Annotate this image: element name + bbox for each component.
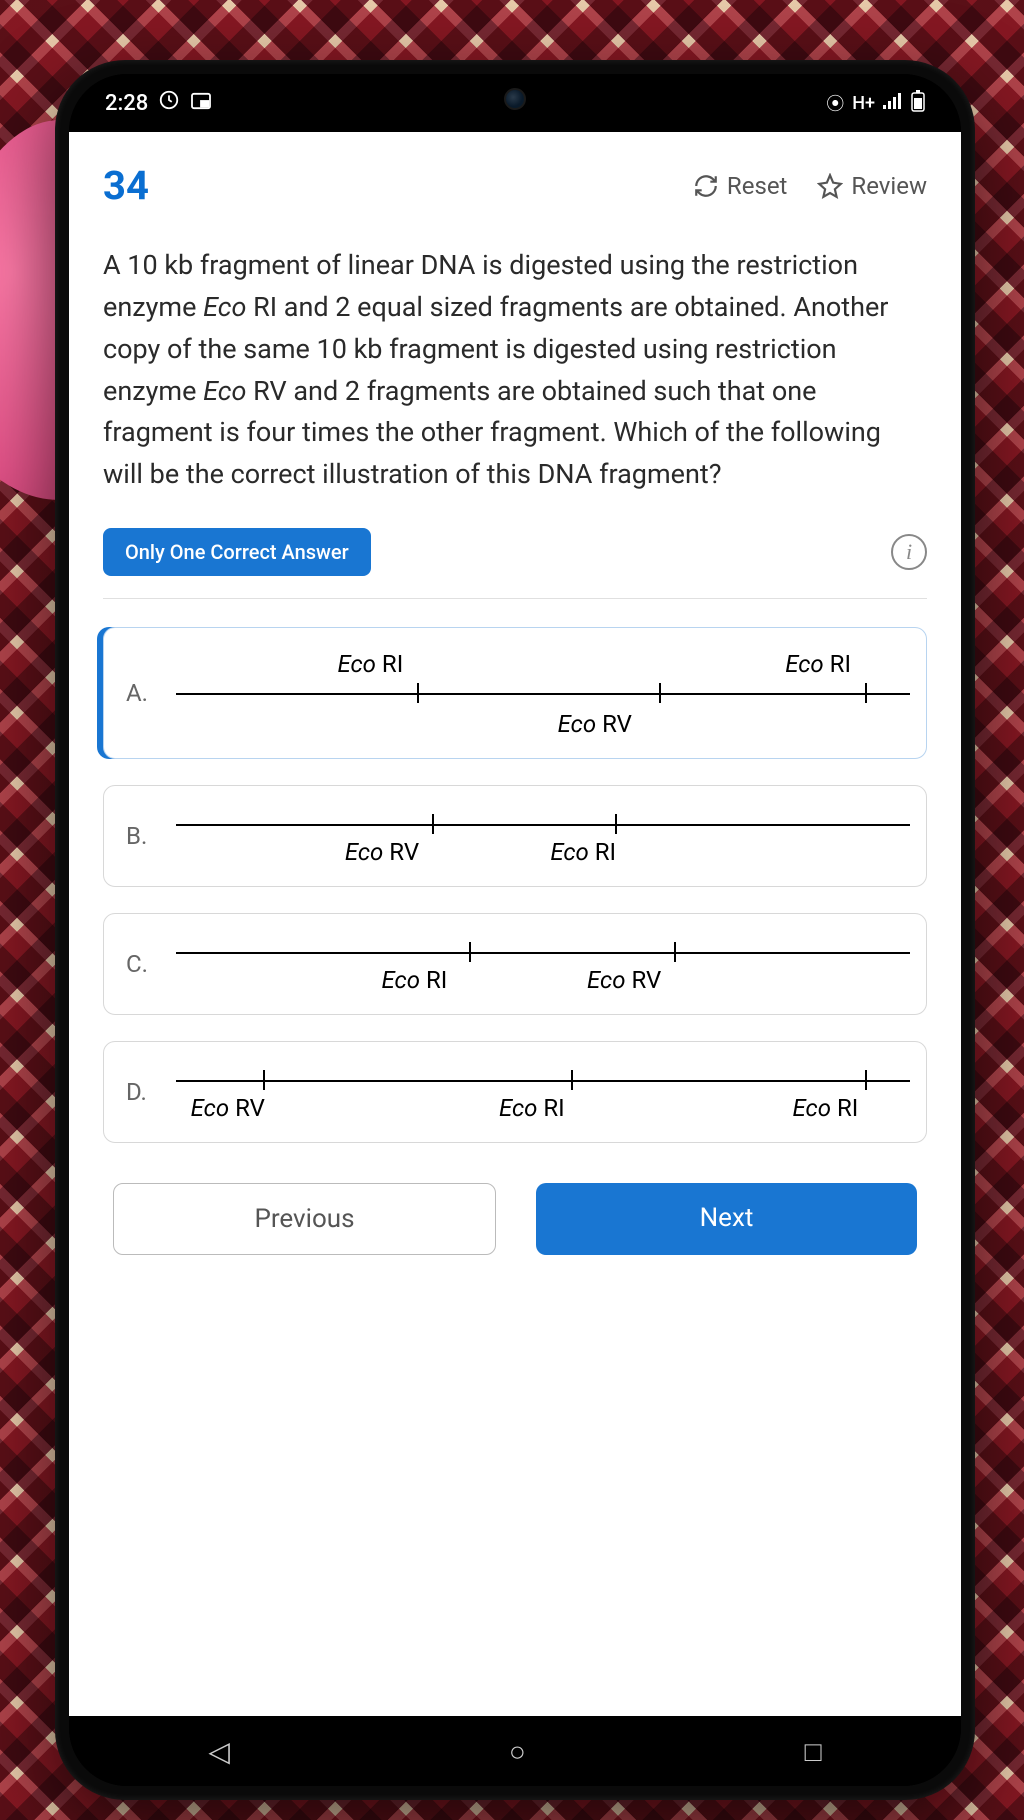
info-icon[interactable]: i <box>891 534 927 570</box>
back-icon[interactable]: ◁ <box>208 1735 230 1768</box>
reset-icon <box>693 173 719 199</box>
pip-icon <box>190 91 212 116</box>
restriction-site <box>432 814 434 834</box>
option-c[interactable]: C. Eco RI Eco RV <box>103 913 927 1015</box>
phone-notch <box>375 74 655 122</box>
dna-diagram: Eco RV Eco RI <box>176 806 910 866</box>
question-actions: Reset Review <box>693 172 927 200</box>
restriction-site <box>615 814 617 834</box>
previous-button[interactable]: Previous <box>113 1183 496 1255</box>
status-time: 2:28 <box>105 91 148 116</box>
site-label: Eco RV <box>191 1094 265 1122</box>
network-label: H+ <box>852 93 875 114</box>
star-icon <box>817 173 843 199</box>
dna-line <box>176 693 910 695</box>
dna-line <box>176 952 910 954</box>
review-label: Review <box>851 172 927 200</box>
option-letter: D. <box>126 1078 156 1106</box>
reset-button[interactable]: Reset <box>693 172 787 200</box>
restriction-site <box>865 683 867 703</box>
question-number: 34 <box>103 162 149 209</box>
phone-screen: 2:28 ⦿ H+ <box>69 74 961 1786</box>
restriction-site <box>674 942 676 962</box>
android-nav-bar: ◁ ○ □ <box>69 1716 961 1786</box>
question-content: 34 Reset Review A 10 kb fragment of lin <box>69 132 961 1716</box>
dna-diagram: Eco RI Eco RV Eco RI <box>176 648 910 738</box>
restriction-site <box>865 1070 867 1090</box>
nav-buttons: Previous Next <box>103 1183 927 1255</box>
site-label: Eco RV <box>587 966 661 994</box>
restriction-site <box>263 1070 265 1090</box>
site-label: Eco RV <box>345 838 419 866</box>
next-button[interactable]: Next <box>536 1183 917 1255</box>
dna-diagram: Eco RV Eco RI Eco RI <box>176 1062 910 1122</box>
recents-icon[interactable]: □ <box>805 1735 822 1768</box>
site-label: Eco RI <box>382 966 448 994</box>
question-text: A 10 kb fragment of linear DNA is digest… <box>103 245 927 496</box>
clock-icon <box>158 89 180 117</box>
options-list: A. Eco RI Eco RV Eco RI B. <box>103 627 927 1143</box>
restriction-site <box>659 683 661 703</box>
site-label: Eco RV <box>558 710 632 738</box>
answer-type-row: Only One Correct Answer i <box>103 528 927 576</box>
site-label: Eco RI <box>337 650 403 678</box>
option-letter: C. <box>126 950 156 978</box>
front-camera <box>504 88 526 110</box>
question-header: 34 Reset Review <box>103 162 927 209</box>
option-b[interactable]: B. Eco RV Eco RI <box>103 785 927 887</box>
review-button[interactable]: Review <box>817 172 927 200</box>
signal-icon <box>883 93 903 114</box>
site-label: Eco RI <box>785 650 851 678</box>
reset-label: Reset <box>727 172 787 200</box>
option-letter: B. <box>126 822 156 850</box>
option-d[interactable]: D. Eco RV Eco RI Eco RI <box>103 1041 927 1143</box>
dna-line <box>176 1080 910 1082</box>
site-label: Eco RI <box>499 1094 565 1122</box>
restriction-site <box>469 942 471 962</box>
hotspot-icon: ⦿ <box>826 90 844 116</box>
dna-line <box>176 824 910 826</box>
answer-type-pill: Only One Correct Answer <box>103 528 371 576</box>
restriction-site <box>417 683 419 703</box>
app-screen: 34 Reset Review A 10 kb fragment of lin <box>69 132 961 1716</box>
site-label: Eco RI <box>793 1094 859 1122</box>
phone-frame: 2:28 ⦿ H+ <box>55 60 975 1800</box>
option-letter: A. <box>126 679 156 707</box>
separator <box>103 598 927 599</box>
option-a[interactable]: A. Eco RI Eco RV Eco RI <box>103 627 927 759</box>
home-icon[interactable]: ○ <box>509 1735 526 1768</box>
dna-diagram: Eco RI Eco RV <box>176 934 910 994</box>
site-label: Eco RI <box>550 838 616 866</box>
battery-icon <box>911 90 925 117</box>
restriction-site <box>571 1070 573 1090</box>
